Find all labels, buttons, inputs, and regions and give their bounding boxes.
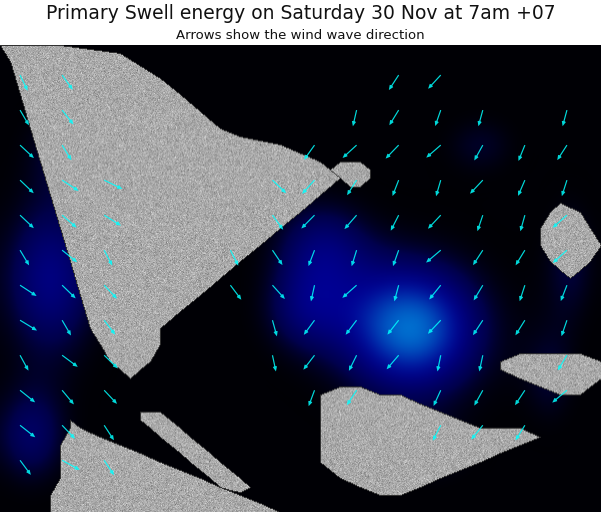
Text: Arrows show the wind wave direction: Arrows show the wind wave direction <box>176 29 425 41</box>
Text: Primary Swell energy on Saturday 30 Nov at 7am +07: Primary Swell energy on Saturday 30 Nov … <box>46 4 555 23</box>
